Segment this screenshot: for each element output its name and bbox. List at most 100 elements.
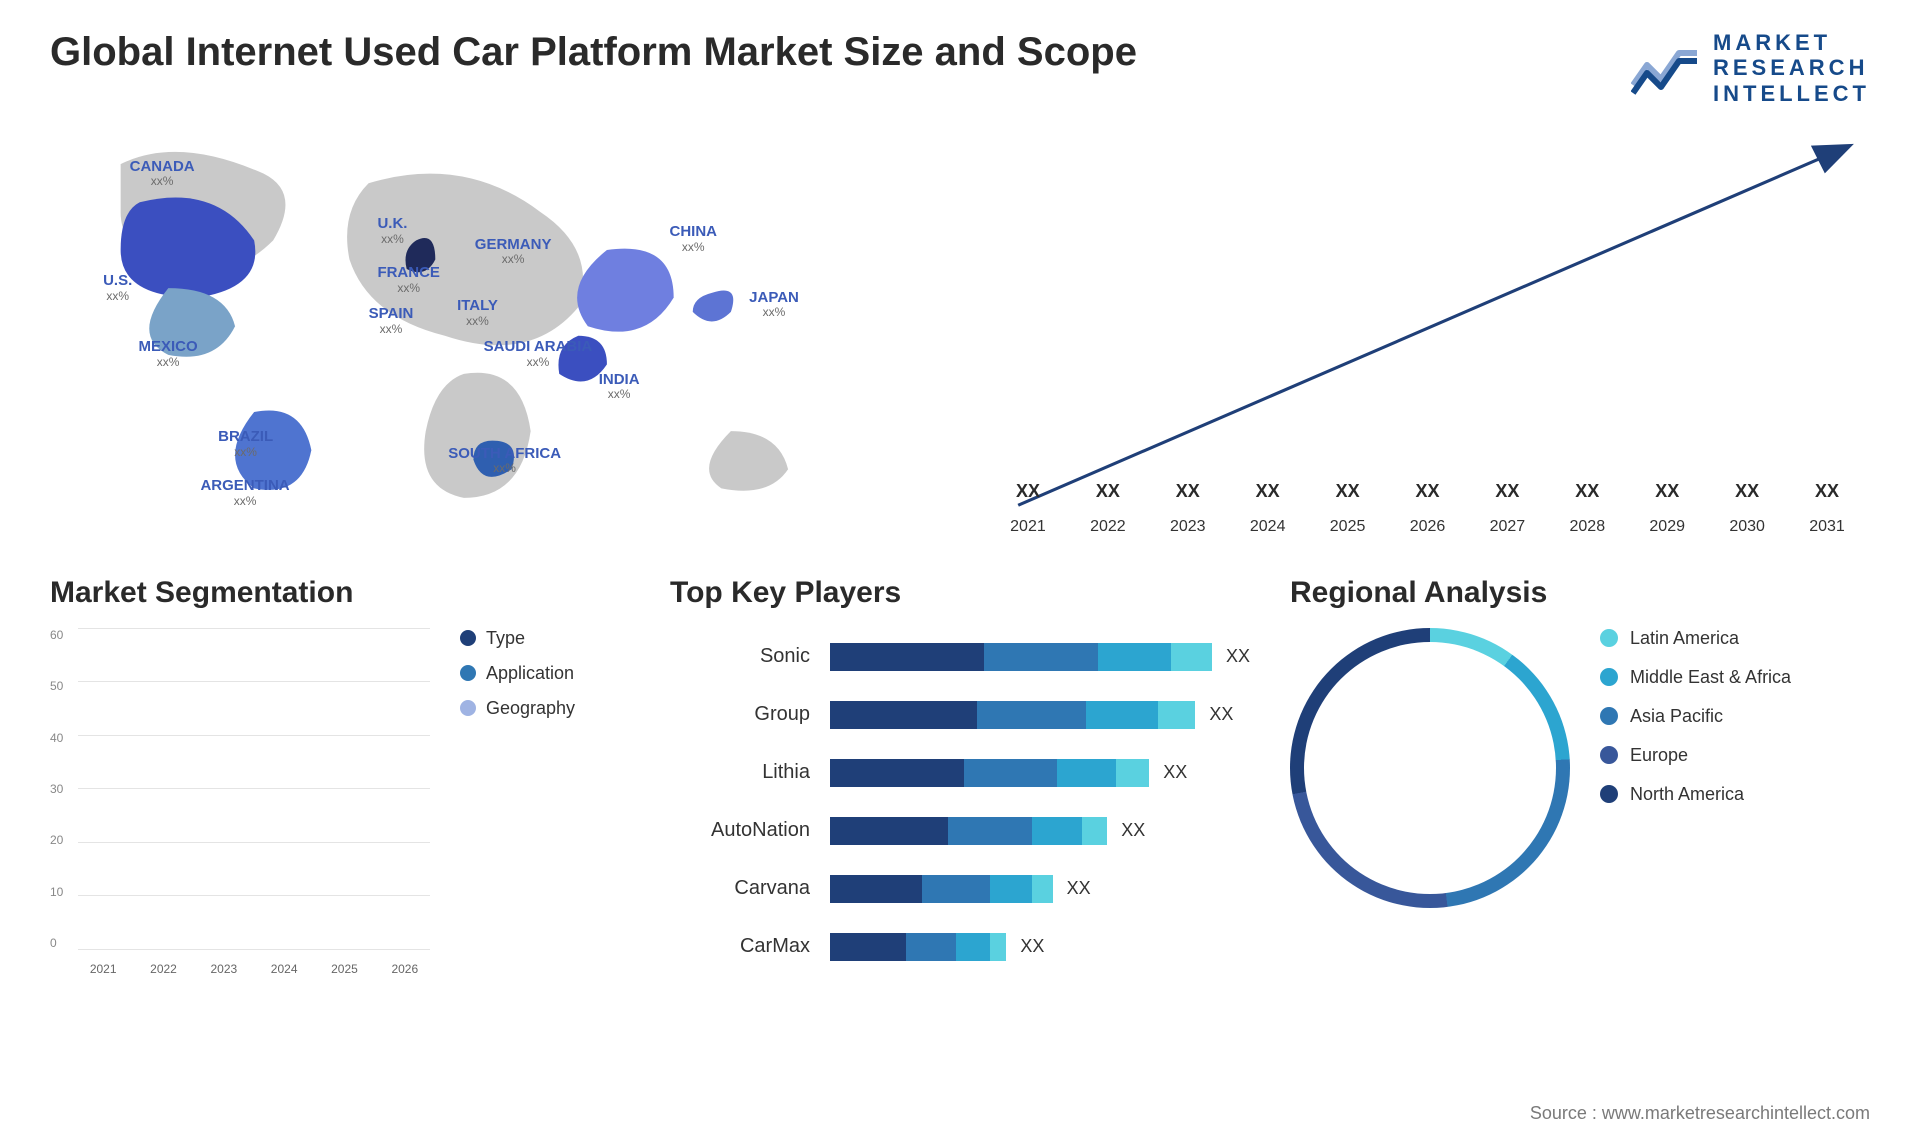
forecast-bar-value: XX <box>1336 481 1360 502</box>
forecast-bar-value: XX <box>1655 481 1679 502</box>
legend-item: Europe <box>1600 745 1870 766</box>
forecast-bar: XX <box>1712 481 1782 508</box>
players-title: Top Key Players <box>670 576 1250 610</box>
forecast-x-label: 2029 <box>1632 518 1702 536</box>
player-bar-row: XX <box>830 701 1250 729</box>
map-label: ARGENTINAxx% <box>200 478 289 508</box>
legend-item: Type <box>460 628 630 649</box>
map-label: BRAZILxx% <box>218 429 273 459</box>
segmentation-chart: 0102030405060 202120222023202420252026 <box>50 628 430 976</box>
forecast-bar-value: XX <box>1176 481 1200 502</box>
forecast-bar: XX <box>1393 481 1463 508</box>
legend-item: Geography <box>460 698 630 719</box>
forecast-bar-value: XX <box>1815 481 1839 502</box>
players-labels: SonicGroupLithiaAutoNationCarvanaCarMax <box>670 628 810 976</box>
legend-label: Application <box>486 663 574 684</box>
segmentation-legend: Type Application Geography <box>460 628 630 976</box>
logo-line-3: INTELLECT <box>1713 81 1870 106</box>
legend-dot-icon <box>1600 668 1618 686</box>
logo: MARKET RESEARCH INTELLECT <box>1631 30 1870 106</box>
forecast-x-label: 2030 <box>1712 518 1782 536</box>
map-label: FRANCExx% <box>377 265 440 295</box>
legend-label: Asia Pacific <box>1630 706 1723 727</box>
forecast-x-label: 2031 <box>1792 518 1862 536</box>
forecast-bar: XX <box>1632 481 1702 508</box>
segmentation-x-label: 2023 <box>199 962 249 976</box>
player-label: Sonic <box>670 645 810 668</box>
map-label: GERMANYxx% <box>475 237 552 267</box>
forecast-bar: XX <box>1073 481 1143 508</box>
legend-item: Middle East & Africa <box>1600 667 1870 688</box>
map-label: SOUTH AFRICAxx% <box>448 446 561 476</box>
legend-dot-icon <box>460 630 476 646</box>
player-value: XX <box>1163 762 1187 783</box>
map-label: CANADAxx% <box>130 159 195 189</box>
forecast-x-label: 2023 <box>1153 518 1223 536</box>
segmentation-x-label: 2021 <box>78 962 128 976</box>
forecast-bar: XX <box>1472 481 1542 508</box>
legend-item: Application <box>460 663 630 684</box>
legend-dot-icon <box>1600 746 1618 764</box>
forecast-bar: XX <box>1552 481 1622 508</box>
forecast-bar-value: XX <box>1735 481 1759 502</box>
legend-dot-icon <box>460 700 476 716</box>
forecast-bar-chart: XX XX XX XX XX XX XX XX XX XX XX 2021 2022 2023 2024 2… <box>985 126 1870 536</box>
segmentation-x-label: 2025 <box>319 962 369 976</box>
forecast-x-label: 2024 <box>1233 518 1303 536</box>
segmentation-x-label: 2026 <box>380 962 430 976</box>
player-value: XX <box>1020 936 1044 957</box>
players-chart: XXXXXXXXXXXX <box>830 628 1250 976</box>
legend-label: Middle East & Africa <box>1630 667 1791 688</box>
segmentation-title: Market Segmentation <box>50 576 630 610</box>
forecast-bar-value: XX <box>1415 481 1439 502</box>
player-bar-row: XX <box>830 875 1250 903</box>
page-title: Global Internet Used Car Platform Market… <box>50 30 1137 75</box>
forecast-bar-value: XX <box>1256 481 1280 502</box>
regional-legend: Latin America Middle East & Africa Asia Pa… <box>1600 628 1870 823</box>
player-value: XX <box>1067 878 1091 899</box>
forecast-bar: XX <box>1233 481 1303 508</box>
legend-dot-icon <box>460 665 476 681</box>
forecast-bar: XX <box>1313 481 1383 508</box>
map-label: SPAINxx% <box>369 306 414 336</box>
bottom-row: Market Segmentation 0102030405060 202120… <box>0 556 1920 976</box>
forecast-x-label: 2021 <box>993 518 1063 536</box>
map-label: JAPANxx% <box>749 290 799 320</box>
map-label: SAUDI ARABIAxx% <box>484 339 593 369</box>
map-label: MEXICOxx% <box>139 339 198 369</box>
legend-item: Asia Pacific <box>1600 706 1870 727</box>
legend-label: Type <box>486 628 525 649</box>
regional-donut-chart <box>1290 628 1570 908</box>
forecast-bar: XX <box>1153 481 1223 508</box>
header: Global Internet Used Car Platform Market… <box>0 0 1920 116</box>
logo-line-2: RESEARCH <box>1713 55 1870 80</box>
legend-dot-icon <box>1600 629 1618 647</box>
forecast-bar-value: XX <box>1575 481 1599 502</box>
players-panel: Top Key Players Sonic Group Lithia AutoNati… <box>670 576 1250 976</box>
player-label: CarMax <box>670 935 810 958</box>
player-bar-row: XX <box>830 759 1250 787</box>
player-label: Group <box>670 703 810 726</box>
forecast-bar: XX <box>1792 481 1862 508</box>
top-row: CANADAxx% U.S.xx% MEXICOxx% BRAZILxx% ARGENT… <box>0 116 1920 556</box>
forecast-x-label: 2022 <box>1073 518 1143 536</box>
forecast-bar-value: XX <box>1096 481 1120 502</box>
legend-dot-icon <box>1600 707 1618 725</box>
player-bar-row: XX <box>830 817 1250 845</box>
player-value: XX <box>1121 820 1145 841</box>
legend-label: Europe <box>1630 745 1688 766</box>
map-label: U.K.xx% <box>377 216 407 246</box>
forecast-x-label: 2026 <box>1393 518 1463 536</box>
logo-icon <box>1631 41 1701 95</box>
forecast-bar: XX <box>993 481 1063 508</box>
segmentation-panel: Market Segmentation 0102030405060 202120… <box>50 576 630 976</box>
legend-label: Latin America <box>1630 628 1739 649</box>
player-label: AutoNation <box>670 819 810 842</box>
legend-label: Geography <box>486 698 575 719</box>
player-value: XX <box>1209 704 1233 725</box>
player-label: Lithia <box>670 761 810 784</box>
segmentation-x-label: 2022 <box>138 962 188 976</box>
map-label: U.S.xx% <box>103 273 132 303</box>
map-label: CHINAxx% <box>670 224 718 254</box>
world-map-block: CANADAxx% U.S.xx% MEXICOxx% BRAZILxx% ARGENT… <box>50 126 935 536</box>
